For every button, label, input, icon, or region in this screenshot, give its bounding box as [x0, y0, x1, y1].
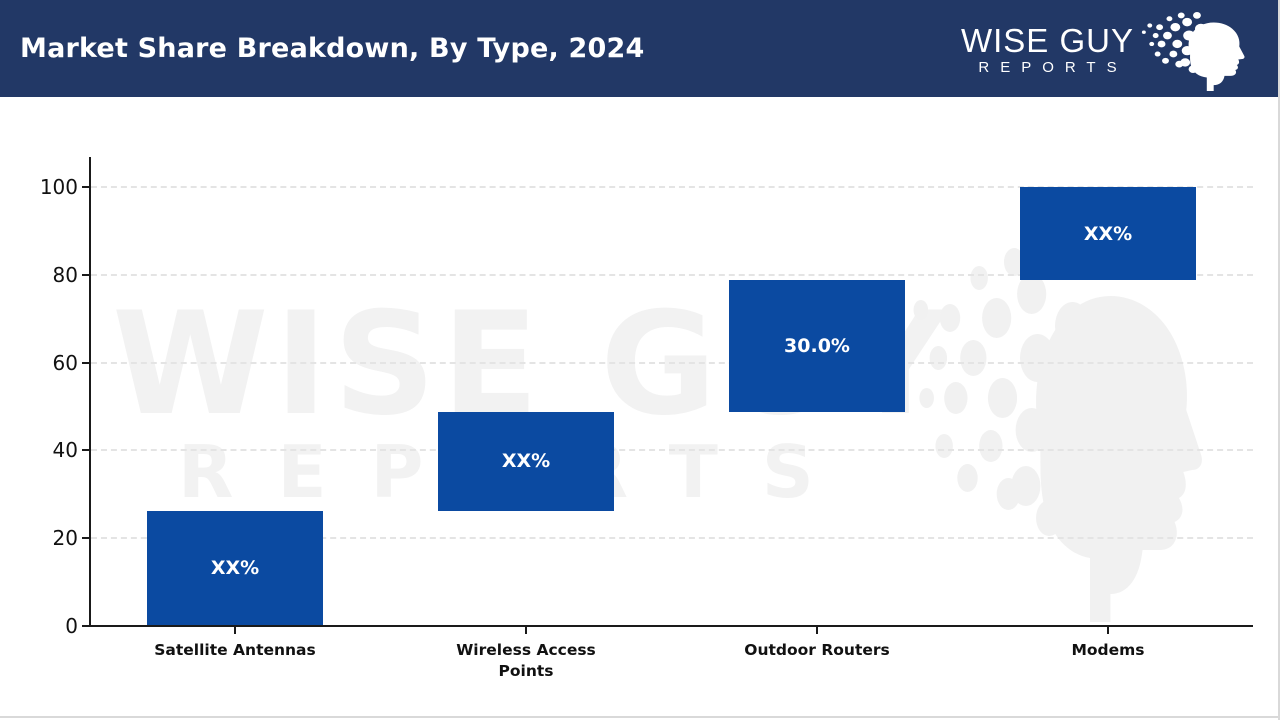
bar-outdoor-routers: 30.0%: [729, 280, 905, 412]
page-title: Market Share Breakdown, By Type, 2024: [20, 33, 645, 64]
y-tick-label-0: 0: [65, 614, 78, 638]
y-tick-mark-80: [82, 273, 90, 276]
logo-subtext: REPORTS: [978, 58, 1128, 76]
bar-value-label: XX%: [210, 557, 260, 580]
y-tick-label-60: 60: [52, 350, 78, 375]
bar-value-label: XX%: [1083, 222, 1133, 245]
y-tick-mark-40: [82, 449, 90, 452]
gridline-y80: [91, 273, 1253, 276]
watermark-head-icon: [897, 246, 1202, 622]
y-tick-label-40: 40: [52, 438, 78, 463]
y-tick-mark-100: [82, 186, 90, 188]
gridline-y60: [91, 361, 1253, 364]
wiseguy-head-icon: [1141, 11, 1245, 91]
gridline-y20: [91, 537, 1253, 540]
y-tick-mark-60: [82, 361, 90, 364]
y-tick-label-20: 20: [52, 526, 78, 551]
bar-value-label: XX%: [501, 450, 551, 473]
y-tick-label-100: 100: [39, 175, 78, 199]
bottom-border: [0, 716, 1278, 718]
bar-satellite-antennas: XX%: [147, 510, 323, 626]
bar-value-label: 30.0%: [784, 334, 850, 357]
x-category-label-0: Satellite Antennas: [154, 641, 316, 659]
x-tick-mark-2: [816, 627, 818, 634]
y-tick-mark-20: [82, 537, 90, 540]
x-tick-mark-1: [525, 627, 527, 634]
x-tick-mark-3: [1107, 627, 1109, 634]
y-tick-mark-0: [82, 625, 90, 627]
x-category-label-1: Wireless Access Points: [456, 641, 596, 680]
gridline-y40: [91, 449, 1253, 452]
header: Market Share Breakdown, By Type, 2024 WI…: [0, 0, 1278, 97]
gridline-y100: [91, 186, 1253, 188]
x-axis-line: [89, 625, 1253, 627]
x-category-label-2: Outdoor Routers: [744, 641, 890, 659]
logo-wordmark: WISE GUY: [960, 21, 1134, 59]
x-category-label-3: Modems: [1071, 641, 1145, 659]
x-tick-mark-0: [234, 627, 236, 634]
bar-wireless-access-points: XX%: [438, 411, 614, 511]
bar-modems: XX%: [1020, 187, 1196, 281]
y-axis-line: [89, 157, 91, 627]
logo-text: WISE GUY REPORTS: [960, 21, 1134, 78]
wiseguy-logo: WISE GUY REPORTS: [961, 7, 1254, 91]
y-tick-label-80: 80: [52, 262, 78, 287]
